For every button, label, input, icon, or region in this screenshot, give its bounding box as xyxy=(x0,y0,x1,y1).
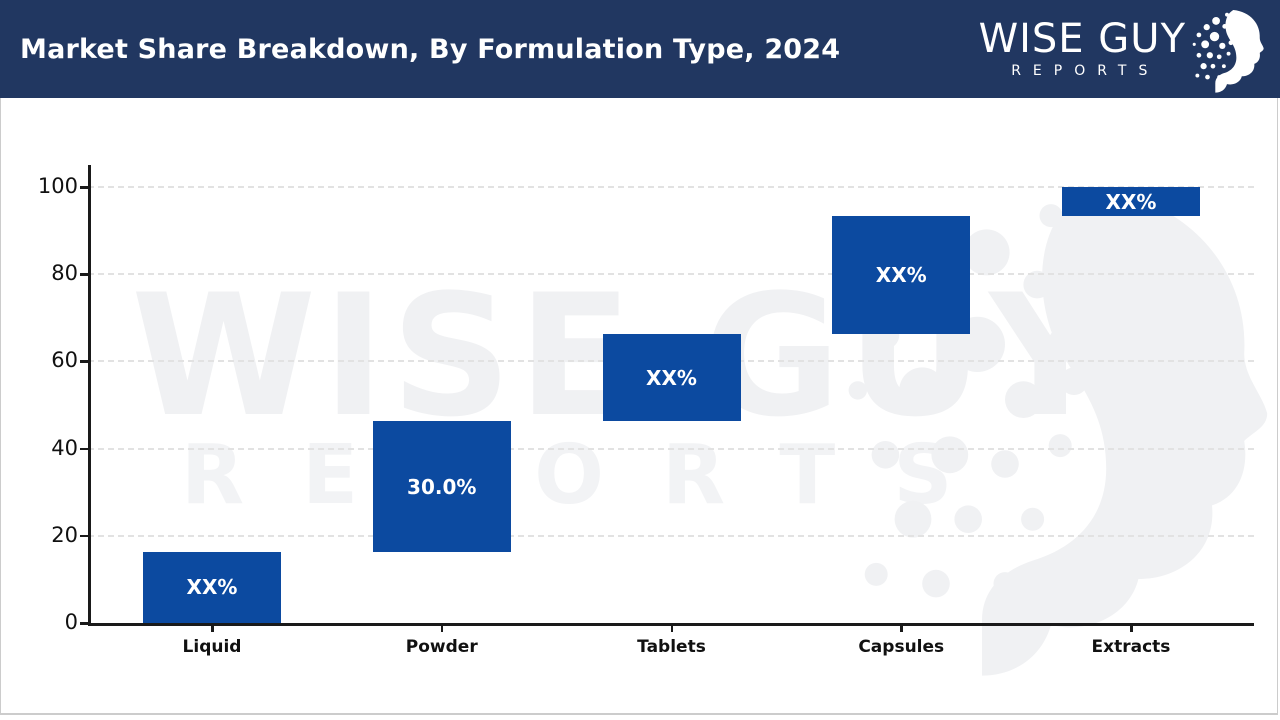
bar-value-label: XX% xyxy=(646,365,697,390)
chart-title: Market Share Breakdown, By Formulation T… xyxy=(20,33,841,65)
logo-subtext: REPORTS xyxy=(1011,63,1160,79)
x-tick-label-powder: Powder xyxy=(405,637,478,657)
y-tick-label: 100 xyxy=(37,174,78,198)
bar-powder: 30.0% xyxy=(372,421,511,552)
bar-value-label: 30.0% xyxy=(407,474,477,499)
y-axis-line xyxy=(88,165,91,625)
bar-value-label: XX% xyxy=(875,263,927,288)
x-tick-mark xyxy=(670,624,673,632)
y-tick-label: 0 xyxy=(64,610,78,634)
logo-head-icon xyxy=(1192,10,1264,93)
bar-tablets: XX% xyxy=(602,333,741,422)
bar-value-label: XX% xyxy=(186,575,238,600)
logo-wordmark: WISE GUY xyxy=(978,16,1186,62)
watermark-subtext: REPORTS xyxy=(181,428,1011,523)
y-tick-label: 60 xyxy=(51,348,78,373)
header-bar: Market Share Breakdown, By Formulation T… xyxy=(0,0,1280,98)
bar-value-label: XX% xyxy=(1105,189,1157,214)
logo-text: WISE GUY REPORTS xyxy=(979,19,1186,79)
chart-area: WISE GUY REPORTS 0 20 40 60 80 100 XX% Liquid 30… xyxy=(0,98,1278,715)
x-tick-label-extracts: Extracts xyxy=(1091,637,1171,657)
gridline-20 xyxy=(88,534,1254,537)
x-tick-mark xyxy=(900,624,903,632)
bar-extracts: XX% xyxy=(1062,187,1200,217)
y-tick-label: 80 xyxy=(51,261,78,286)
bar-capsules: XX% xyxy=(832,216,971,334)
gridline-40 xyxy=(88,447,1254,450)
x-tick-mark xyxy=(1130,624,1133,632)
y-tick-mark xyxy=(80,622,88,625)
y-tick-mark xyxy=(80,273,88,276)
gridline-80 xyxy=(88,273,1254,276)
x-tick-mark xyxy=(440,624,444,632)
y-tick-mark xyxy=(80,186,88,189)
x-tick-label-capsules: Capsules xyxy=(858,637,945,657)
x-tick-label-tablets: Tablets xyxy=(637,637,706,657)
x-axis-line xyxy=(88,623,1254,626)
y-tick-mark xyxy=(80,534,88,538)
x-tick-mark xyxy=(211,624,214,632)
x-tick-label-liquid: Liquid xyxy=(182,637,242,657)
y-tick-mark xyxy=(80,360,88,363)
wise-guy-logo: WISE GUY REPORTS xyxy=(979,5,1266,93)
y-tick-label: 20 xyxy=(51,522,78,547)
bar-liquid: XX% xyxy=(143,551,281,623)
y-tick-mark xyxy=(80,447,88,451)
y-tick-label: 40 xyxy=(51,435,78,460)
watermark-head-icon xyxy=(848,188,1268,676)
gridline-100 xyxy=(88,186,1254,188)
